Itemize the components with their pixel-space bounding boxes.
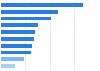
Bar [1,23,38,27]
Bar [1,37,34,41]
Bar [1,58,24,61]
Bar [1,10,58,13]
Bar [1,64,15,68]
Bar [1,30,35,34]
Bar [1,44,32,48]
Bar [1,3,83,7]
Bar [1,17,51,20]
Bar [1,51,31,54]
